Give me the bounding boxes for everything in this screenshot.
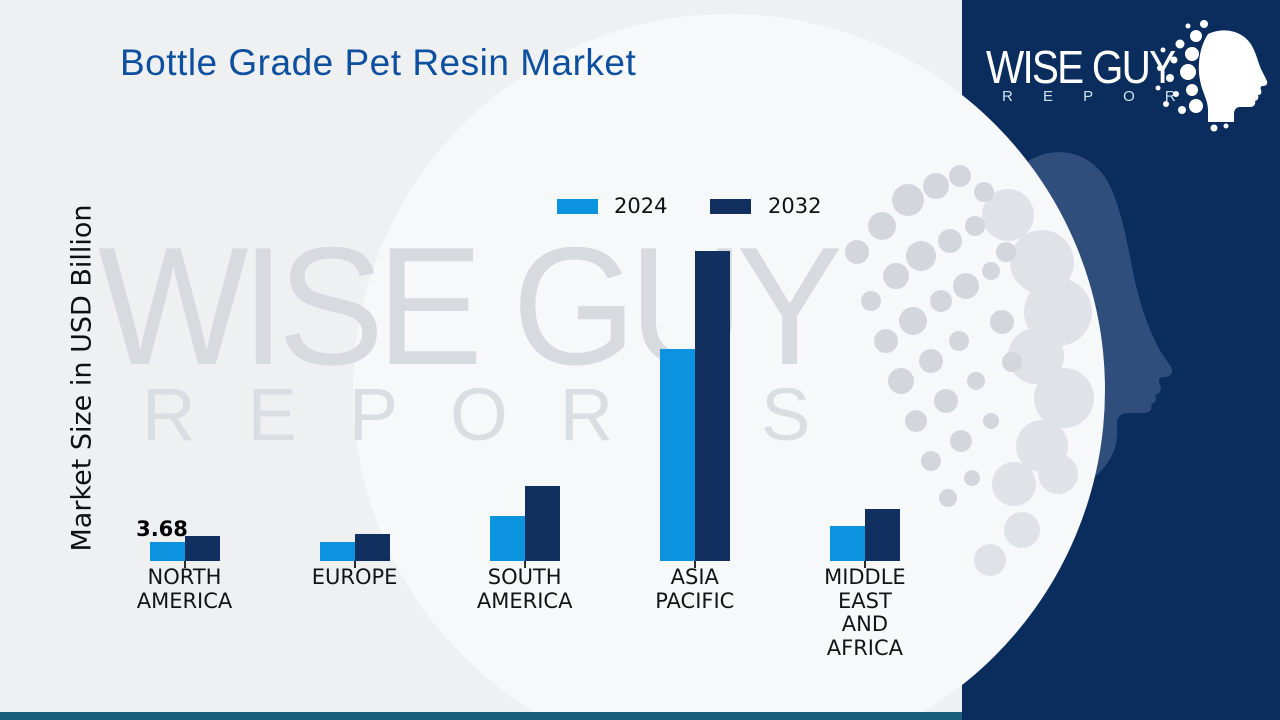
bar-2024-south-america xyxy=(489,516,525,561)
x-axis-tick-north-america xyxy=(183,561,186,568)
bar-2024-north-america xyxy=(149,542,185,561)
page-title: Bottle Grade Pet Resin Market xyxy=(120,42,637,83)
legend-swatch-2032 xyxy=(710,199,751,214)
bar-2024-middle-east-and-africa xyxy=(829,526,865,561)
category-label-south-america: SOUTH AMERICA xyxy=(476,565,573,613)
category-label-north-america: NORTH AMERICA xyxy=(136,565,233,613)
bar-2032-asia-pacific xyxy=(694,251,730,561)
x-axis-tick-middle-east-and-africa xyxy=(863,561,866,568)
bar-2024-europe xyxy=(319,542,355,561)
logo-wiseguy-text: WISE GUY xyxy=(986,41,1176,93)
category-label-asia-pacific: ASIA PACIFIC xyxy=(655,565,735,613)
category-label-middle-east-and-africa: MIDDLE EAST AND AFRICA xyxy=(824,565,906,660)
bar-2032-south-america xyxy=(524,486,560,561)
category-label-europe: EUROPE xyxy=(311,565,398,589)
value-label-north-america-2024: 3.68 xyxy=(136,517,188,541)
x-axis-tick-south-america xyxy=(523,561,526,568)
legend-label-2024: 2024 xyxy=(614,194,668,218)
x-axis-tick-asia-pacific xyxy=(693,561,696,568)
legend-swatch-2024 xyxy=(557,199,598,214)
bar-2024-asia-pacific xyxy=(659,349,695,561)
bar-2032-north-america xyxy=(184,536,220,561)
footer-teal-strip xyxy=(0,712,962,720)
bar-2032-middle-east-and-africa xyxy=(864,509,900,561)
legend-label-2032: 2032 xyxy=(768,194,822,218)
x-axis-tick-europe xyxy=(353,561,356,568)
bar-2032-europe xyxy=(354,534,390,561)
